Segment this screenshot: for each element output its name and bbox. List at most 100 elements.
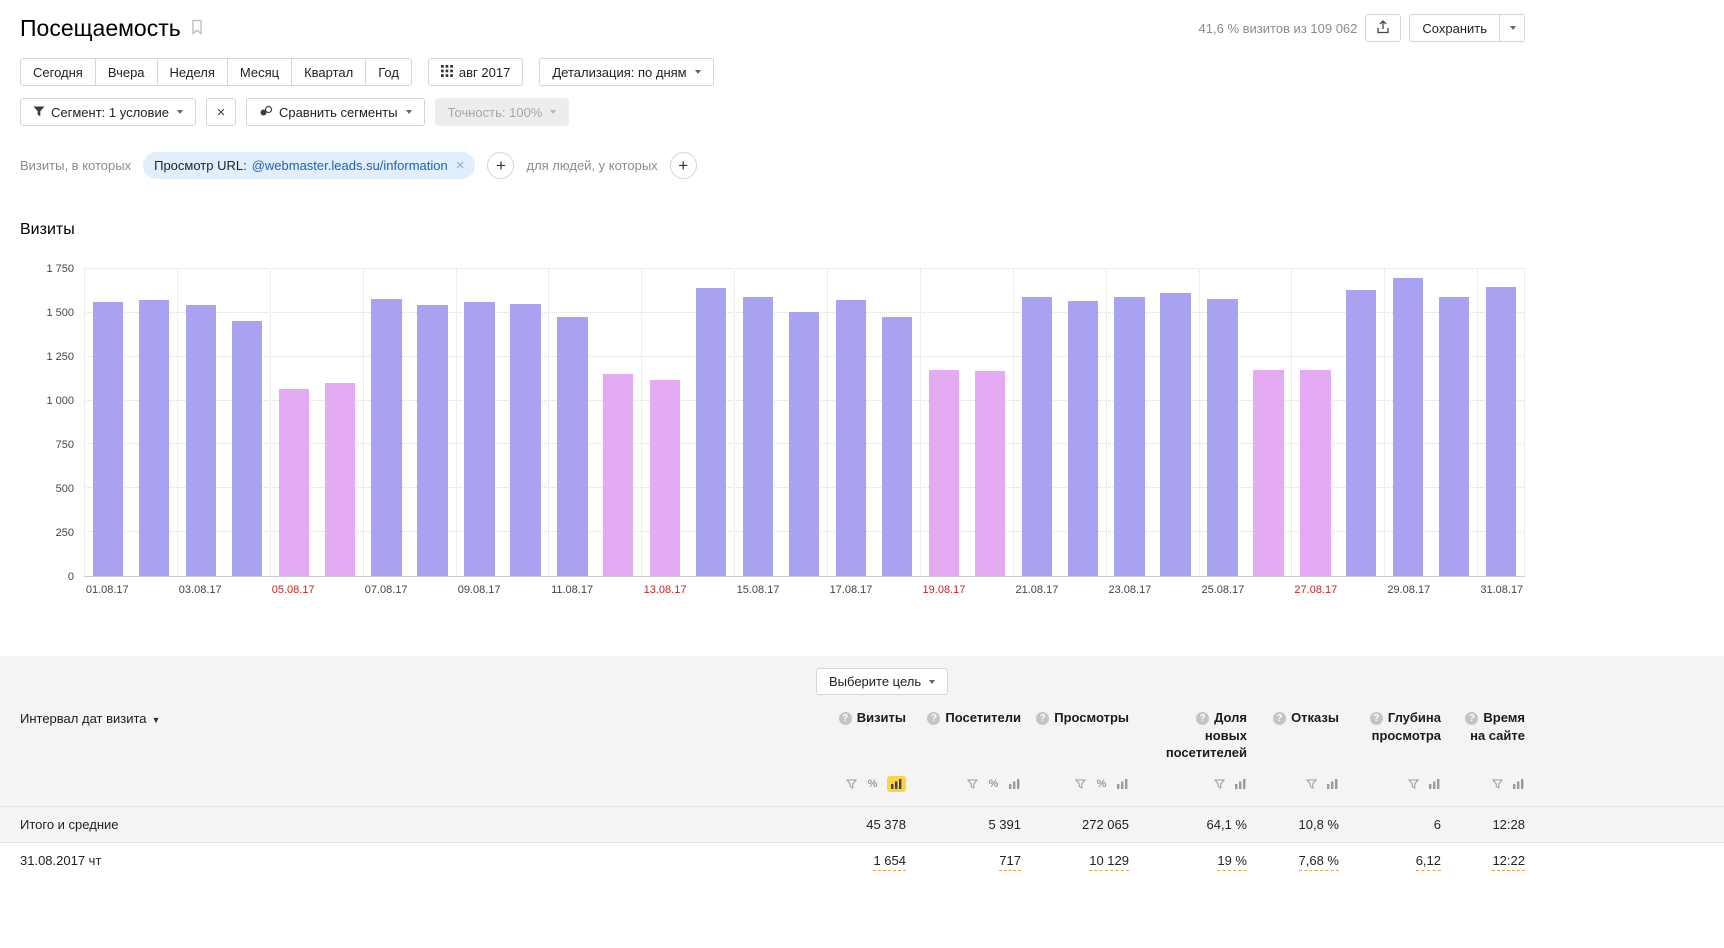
help-icon[interactable]: ? — [1196, 712, 1210, 725]
x-tick-label: 01.08.17 — [85, 584, 129, 596]
add-people-condition-button[interactable]: + — [669, 152, 697, 179]
chart-bar-15.08.17[interactable] — [742, 297, 774, 576]
help-icon[interactable]: ? — [1465, 712, 1479, 725]
help-icon[interactable]: ? — [1036, 712, 1050, 725]
bars-tool-icon[interactable] — [1116, 776, 1129, 792]
table-header-row: Интервал дат визита ▼ ? Визиты? Посетители?… — [20, 709, 1525, 762]
x-tick-label: 21.08.17 — [1015, 584, 1059, 596]
percent-tool-icon[interactable]: % — [867, 777, 878, 790]
chart-bar-10.08.17[interactable] — [510, 304, 541, 576]
chart-bar-31.08.17[interactable] — [1485, 286, 1517, 576]
chart-bar-27.08.17[interactable] — [1300, 369, 1331, 576]
period-button-1[interactable]: Вчера — [94, 58, 158, 86]
bars-tool-icon[interactable] — [887, 775, 906, 792]
chart-bar-20.08.17[interactable] — [974, 370, 1005, 576]
chart-bar-16.08.17[interactable] — [788, 311, 820, 576]
bookmark-button[interactable] — [189, 17, 205, 40]
add-visit-condition-button[interactable]: + — [487, 152, 515, 179]
url-filter-link[interactable]: @webmaster.leads.su/information — [251, 158, 448, 173]
chart-bar-21.08.17[interactable] — [1021, 297, 1052, 576]
chart-bar-01.08.17[interactable] — [92, 302, 124, 576]
cell-value[interactable]: 1 654 — [873, 852, 906, 871]
chart-bar-14.08.17[interactable] — [696, 288, 727, 576]
column-tools-0: % — [816, 775, 906, 792]
help-icon[interactable]: ? — [927, 712, 941, 725]
chart-bar-26.08.17[interactable] — [1253, 369, 1284, 576]
period-button-3[interactable]: Месяц — [226, 58, 293, 86]
percent-tool-icon[interactable]: % — [1096, 777, 1107, 790]
percent-tool-icon[interactable]: % — [988, 777, 999, 790]
period-button-0[interactable]: Сегодня — [20, 58, 96, 86]
chart-bar-29.08.17[interactable] — [1393, 277, 1424, 576]
chart-bar-25.08.17[interactable] — [1207, 298, 1238, 576]
compare-segments-dropdown[interactable]: Сравнить сегменты — [245, 98, 425, 126]
cell-value[interactable]: 7,68 % — [1298, 852, 1339, 871]
x-tick-label — [688, 584, 734, 596]
cell-value[interactable]: 19 % — [1217, 852, 1247, 871]
bars-tool-icon[interactable] — [1326, 776, 1339, 792]
chart-bar-30.08.17[interactable] — [1439, 297, 1470, 576]
save-dropdown-button[interactable] — [1499, 14, 1525, 42]
url-filter-chip[interactable]: Просмотр URL: @webmaster.leads.su/inform… — [143, 152, 476, 179]
chart-bar-11.08.17[interactable] — [557, 317, 588, 576]
chart-bar-18.08.17[interactable] — [881, 317, 913, 576]
cell-value[interactable]: 6,12 — [1415, 852, 1441, 871]
chart-bar-02.08.17[interactable] — [138, 299, 170, 576]
segment-clear-button[interactable]: × — [205, 98, 236, 126]
save-button[interactable]: Сохранить — [1409, 14, 1500, 42]
period-button-2[interactable]: Неделя — [156, 58, 228, 86]
chart-bar-12.08.17[interactable] — [603, 374, 634, 576]
row-label: Итого и средние — [20, 816, 119, 832]
x-tick-label: 17.08.17 — [829, 584, 873, 596]
chart-bar-13.08.17[interactable] — [650, 379, 681, 576]
segment-dropdown[interactable]: Сегмент: 1 условие — [20, 98, 196, 126]
cell-value[interactable]: 10 129 — [1089, 852, 1129, 871]
accuracy-dropdown[interactable]: Точность: 100% — [434, 98, 570, 126]
y-tick-label: 750 — [55, 439, 74, 451]
chart-slot — [410, 269, 456, 576]
help-icon[interactable]: ? — [1369, 712, 1383, 725]
row-label[interactable]: 31.08.2017 чт — [20, 852, 102, 868]
filter-tool-icon[interactable] — [1407, 776, 1420, 792]
chart-bar-17.08.17[interactable] — [835, 299, 867, 576]
chart-bar-07.08.17[interactable] — [371, 298, 402, 576]
help-icon[interactable]: ? — [1273, 712, 1287, 725]
filter-tool-icon[interactable] — [966, 776, 979, 792]
filter-tool-icon[interactable] — [1213, 776, 1226, 792]
x-tick-label: 23.08.17 — [1108, 584, 1152, 596]
filter-tool-icon[interactable] — [1305, 776, 1318, 792]
chart-bar-04.08.17[interactable] — [231, 320, 262, 576]
bars-tool-icon[interactable] — [1008, 776, 1021, 792]
chart-bar-19.08.17[interactable] — [928, 369, 959, 576]
period-button-5[interactable]: Год — [365, 58, 412, 86]
chart-bar-22.08.17[interactable] — [1067, 300, 1098, 576]
cell-value[interactable]: 12:22 — [1492, 852, 1525, 871]
x-tick-label: 25.08.17 — [1201, 584, 1245, 596]
chart-bar-05.08.17[interactable] — [278, 389, 309, 576]
help-icon[interactable]: ? — [838, 712, 852, 725]
chip-remove-icon[interactable]: × — [455, 157, 465, 174]
bars-tool-icon[interactable] — [1234, 776, 1247, 792]
calendar-button[interactable]: авг 2017 — [427, 58, 524, 86]
chart-bar-09.08.17[interactable] — [464, 302, 495, 576]
detail-dropdown[interactable]: Детализация: по дням — [539, 58, 714, 86]
chart-bar-24.08.17[interactable] — [1160, 292, 1191, 576]
chart-bar-28.08.17[interactable] — [1346, 290, 1377, 576]
filter-tool-icon[interactable] — [845, 776, 858, 792]
date-interval-header[interactable]: Интервал дат визита ▼ — [20, 709, 816, 726]
chart-bar-23.08.17[interactable] — [1114, 297, 1145, 576]
chart-bar-06.08.17[interactable] — [324, 383, 355, 576]
select-goal-dropdown[interactable]: Выберите цель — [816, 668, 949, 695]
select-goal-label: Выберите цель — [829, 674, 922, 689]
y-tick-label: 0 — [67, 571, 74, 583]
filter-tool-icon[interactable] — [1491, 776, 1504, 792]
bars-tool-icon[interactable] — [1512, 776, 1525, 792]
export-button[interactable] — [1365, 14, 1402, 42]
bars-tool-icon[interactable] — [1428, 776, 1441, 792]
chart-bar-03.08.17[interactable] — [185, 304, 216, 576]
chart-slot — [1060, 269, 1106, 576]
filter-tool-icon[interactable] — [1074, 776, 1087, 792]
chart-bar-08.08.17[interactable] — [417, 304, 448, 576]
cell-value[interactable]: 717 — [999, 852, 1021, 871]
period-button-4[interactable]: Квартал — [291, 58, 367, 86]
